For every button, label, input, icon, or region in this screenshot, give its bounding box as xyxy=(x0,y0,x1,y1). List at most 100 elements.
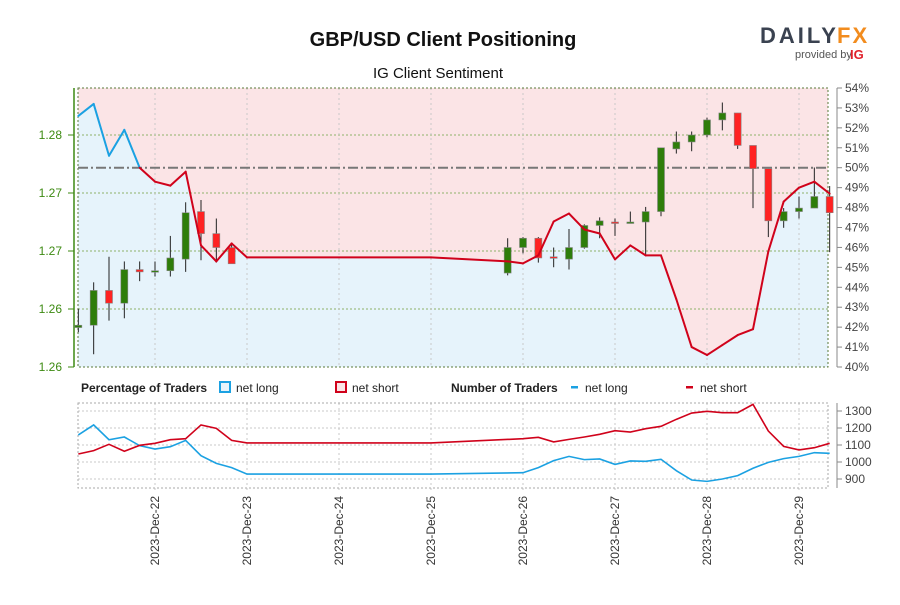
price-tick-label: 1.28 xyxy=(39,128,63,142)
bullish-candle xyxy=(89,282,98,355)
chart-subtitle: IG Client Sentiment xyxy=(373,65,504,82)
candle-body xyxy=(565,247,573,260)
candle-body xyxy=(703,119,711,136)
bullish-candle xyxy=(641,206,650,255)
count-tick-label: 1100 xyxy=(845,438,871,452)
pct-tick-label: 50% xyxy=(845,161,869,175)
bullish-candle xyxy=(166,235,175,277)
candle-body xyxy=(672,141,681,150)
bearish-candle xyxy=(749,145,757,209)
net-long-pct-segment xyxy=(522,254,540,265)
count-tick-label: 1000 xyxy=(845,455,872,469)
date-tick-label: 2023-Dec-24 xyxy=(332,496,346,566)
price-tick-label: 1.27 xyxy=(39,186,63,200)
pct-tick-label: 54% xyxy=(845,81,869,95)
candle-body xyxy=(764,168,773,222)
date-tick-label: 2023-Dec-27 xyxy=(608,496,622,566)
net-long-pct-segment xyxy=(184,170,202,247)
candle-body xyxy=(212,233,221,248)
logo-daily: DAILY xyxy=(760,23,839,48)
net-short-count-line xyxy=(78,403,830,455)
net-long-pct-segment xyxy=(706,344,724,357)
pct-tick-label: 49% xyxy=(845,181,869,195)
traders-plot-border xyxy=(77,402,829,489)
pct-tick-label: 44% xyxy=(845,280,869,294)
candle-body xyxy=(733,112,742,146)
date-tick-label: 2023-Dec-25 xyxy=(424,496,438,566)
date-tick-label: 2023-Dec-29 xyxy=(792,496,806,566)
candle-body xyxy=(74,324,83,328)
pct-tick-label: 40% xyxy=(845,360,869,374)
bullish-candle xyxy=(657,147,665,217)
net-long-pct-segment xyxy=(629,244,647,257)
net-long-pct-segment xyxy=(430,256,509,263)
pct-tick-label: 41% xyxy=(845,340,869,354)
legend-num-short: net short xyxy=(700,381,747,395)
price-tick-label: 1.27 xyxy=(39,244,63,258)
bullish-candle xyxy=(672,131,681,154)
net-long-pct-segment xyxy=(108,128,126,157)
pct-tick-label: 52% xyxy=(845,121,869,135)
candle-body xyxy=(181,212,190,260)
legend-num-short-swatch xyxy=(686,386,693,389)
net-long-pct-segment xyxy=(77,102,95,117)
net-long-area xyxy=(78,103,830,367)
candle-body xyxy=(795,207,803,212)
traders-plot: 2023-Dec-22 2023-Dec-23 2023-Dec-24 2023-De… xyxy=(77,402,872,566)
net-long-pct-segment xyxy=(200,244,218,263)
logo-ig: IG xyxy=(850,47,864,62)
date-tick-label: 2023-Dec-22 xyxy=(148,496,162,566)
legend-pct-long-swatch xyxy=(219,381,231,393)
bullish-candle xyxy=(718,102,727,131)
net-long-pct-segment xyxy=(138,166,156,183)
net-long-count-line xyxy=(77,423,830,483)
logo-fx: FX xyxy=(837,23,869,48)
pct-tick-label: 45% xyxy=(845,260,869,274)
legend-num-long-swatch xyxy=(571,386,578,389)
main-plot: 1.26 1.26 1.27 1.27 1.28 40% 41% 42% 43% 44% 45% 46… xyxy=(39,81,870,374)
count-tick-label: 1300 xyxy=(845,404,872,418)
net-long-pct-segment xyxy=(154,180,172,187)
bullish-candle xyxy=(181,202,190,272)
net-long-pct-segment xyxy=(568,212,586,231)
date-tick-label: 2023-Dec-23 xyxy=(240,496,254,566)
bullish-candle xyxy=(565,228,573,270)
dailyfx-logo: DAILY FX provided by IG xyxy=(760,23,869,62)
candle-body xyxy=(580,225,589,248)
candle-body xyxy=(641,211,650,223)
count-tick-label: 900 xyxy=(845,472,865,486)
chart-title: GBP/USD Client Positioning xyxy=(310,29,577,51)
legend-pct-long: net long xyxy=(236,381,279,395)
bearish-candle xyxy=(611,218,619,236)
candle-body xyxy=(105,290,113,304)
count-tick-label: 1200 xyxy=(845,421,872,435)
candle-body xyxy=(749,145,757,169)
pct-tick-label: 48% xyxy=(845,201,869,215)
net-long-pct-segment xyxy=(123,128,141,169)
pct-tick-label: 43% xyxy=(845,300,869,314)
candle-body xyxy=(810,196,819,209)
bearish-candle xyxy=(764,168,773,238)
bearish-candle xyxy=(733,112,742,149)
bearish-candle xyxy=(197,199,205,261)
net-long-pct-segment xyxy=(782,186,800,203)
candle-body xyxy=(89,290,98,326)
bullish-candle xyxy=(120,261,129,319)
net-long-pct-segment xyxy=(736,328,754,337)
pct-tick-label: 42% xyxy=(845,320,869,334)
pct-tick-label: 47% xyxy=(845,221,869,235)
net-long-pct-segment xyxy=(215,242,233,263)
bullish-candle xyxy=(795,196,803,219)
net-long-pct-segment xyxy=(690,346,708,357)
pct-tick-label: 46% xyxy=(845,240,869,254)
bearish-candle xyxy=(105,256,113,321)
legend-pct-short-swatch xyxy=(335,381,347,393)
bullish-candle xyxy=(151,261,159,277)
bearish-candle xyxy=(227,242,236,265)
candle-body xyxy=(197,211,205,234)
candle-body xyxy=(718,112,727,121)
candle-body xyxy=(519,237,527,248)
candle-body xyxy=(825,196,834,214)
candle-body xyxy=(657,147,665,212)
